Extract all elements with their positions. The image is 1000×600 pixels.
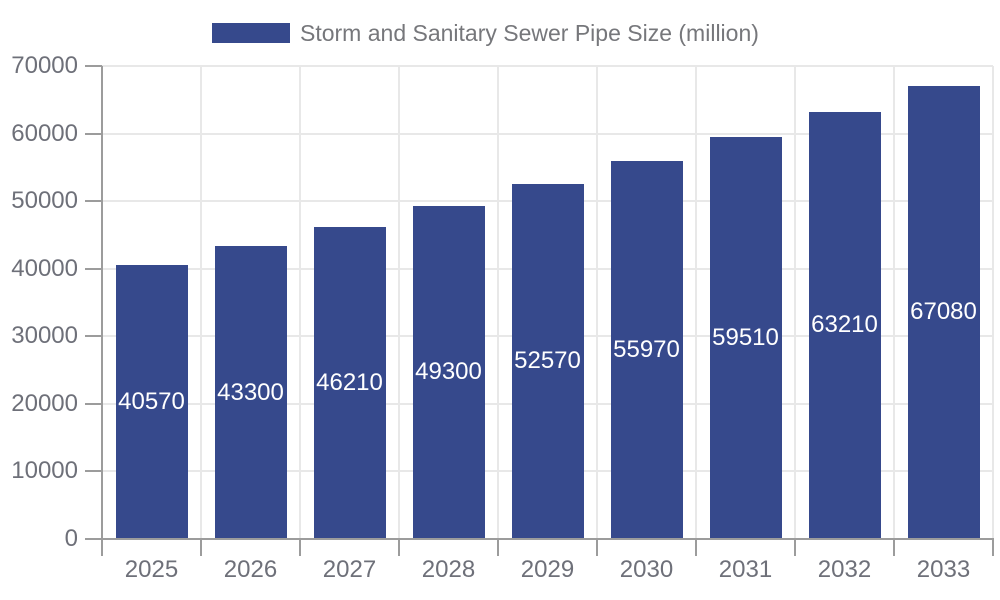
- x-tick: [299, 539, 301, 556]
- bar-value-label: 40570: [118, 387, 185, 415]
- x-tick-label: 2028: [421, 556, 476, 583]
- x-tick-label: 2033: [916, 556, 971, 583]
- x-tick-label: 2025: [124, 556, 179, 583]
- bar-value-label: 55970: [613, 335, 680, 363]
- bar: 55970: [610, 160, 683, 539]
- x-gridline: [497, 66, 499, 539]
- x-tick: [992, 539, 994, 556]
- x-gridline: [893, 66, 895, 539]
- y-tick-label: 70000: [11, 52, 78, 79]
- bar-value-label: 49300: [415, 358, 482, 386]
- x-tick: [398, 539, 400, 556]
- bar-value-label: 59510: [712, 323, 779, 351]
- x-tick: [497, 539, 499, 556]
- x-gridline: [695, 66, 697, 539]
- chart-legend[interactable]: Storm and Sanitary Sewer Pipe Size (mill…: [212, 20, 759, 46]
- x-tick-label: 2030: [619, 556, 674, 583]
- bar: 49300: [412, 205, 485, 539]
- x-gridline: [299, 66, 301, 539]
- legend-label: Storm and Sanitary Sewer Pipe Size (mill…: [300, 20, 759, 46]
- y-tick-label: 10000: [11, 457, 78, 485]
- y-tick-label: 60000: [11, 119, 78, 147]
- y-tick-label: 50000: [11, 187, 78, 215]
- y-gridline: [102, 65, 993, 67]
- x-tick-label: 2027: [322, 556, 377, 583]
- x-gridline: [200, 66, 202, 539]
- x-tick: [101, 539, 103, 556]
- y-tick-label: 40000: [11, 254, 78, 282]
- x-gridline: [794, 66, 796, 539]
- y-tick: [85, 538, 102, 540]
- y-tick: [85, 267, 102, 270]
- bar-value-label: 63210: [811, 311, 878, 339]
- x-tick-label: 2026: [223, 556, 278, 583]
- bar-value-label: 43300: [217, 378, 284, 406]
- x-tick: [200, 539, 202, 556]
- bar: 43300: [214, 246, 287, 539]
- x-tick-label: 2029: [520, 556, 575, 583]
- y-tick: [85, 470, 102, 473]
- x-tick-label: 2031: [718, 556, 773, 583]
- x-tick-label: 2032: [817, 556, 872, 583]
- bar: 40570: [115, 264, 188, 539]
- y-tick: [85, 65, 102, 67]
- bar: 46210: [313, 226, 386, 539]
- bar-value-label: 67080: [910, 298, 977, 326]
- y-tick: [85, 200, 102, 203]
- x-axis-line: [101, 538, 994, 540]
- y-tick-label: 0: [64, 525, 78, 552]
- x-tick: [695, 539, 697, 556]
- y-axis-line: [101, 66, 103, 541]
- x-tick: [596, 539, 598, 556]
- y-tick: [85, 402, 102, 405]
- bar-value-label: 52570: [514, 347, 581, 375]
- y-tick: [85, 132, 102, 135]
- legend-swatch-icon: [212, 23, 290, 43]
- bar: 67080: [907, 85, 980, 539]
- x-tick: [893, 539, 895, 556]
- bar: 59510: [709, 136, 782, 539]
- y-tick: [85, 335, 102, 338]
- y-gridline: [102, 132, 993, 135]
- bar: 52570: [511, 183, 584, 539]
- y-tick-label: 20000: [11, 389, 78, 417]
- x-gridline: [398, 66, 400, 539]
- x-tick: [794, 539, 796, 556]
- bar-value-label: 46210: [316, 368, 383, 396]
- y-tick-label: 30000: [11, 322, 78, 350]
- x-gridline: [992, 66, 994, 539]
- x-gridline: [596, 66, 598, 539]
- bar: 63210: [808, 111, 881, 539]
